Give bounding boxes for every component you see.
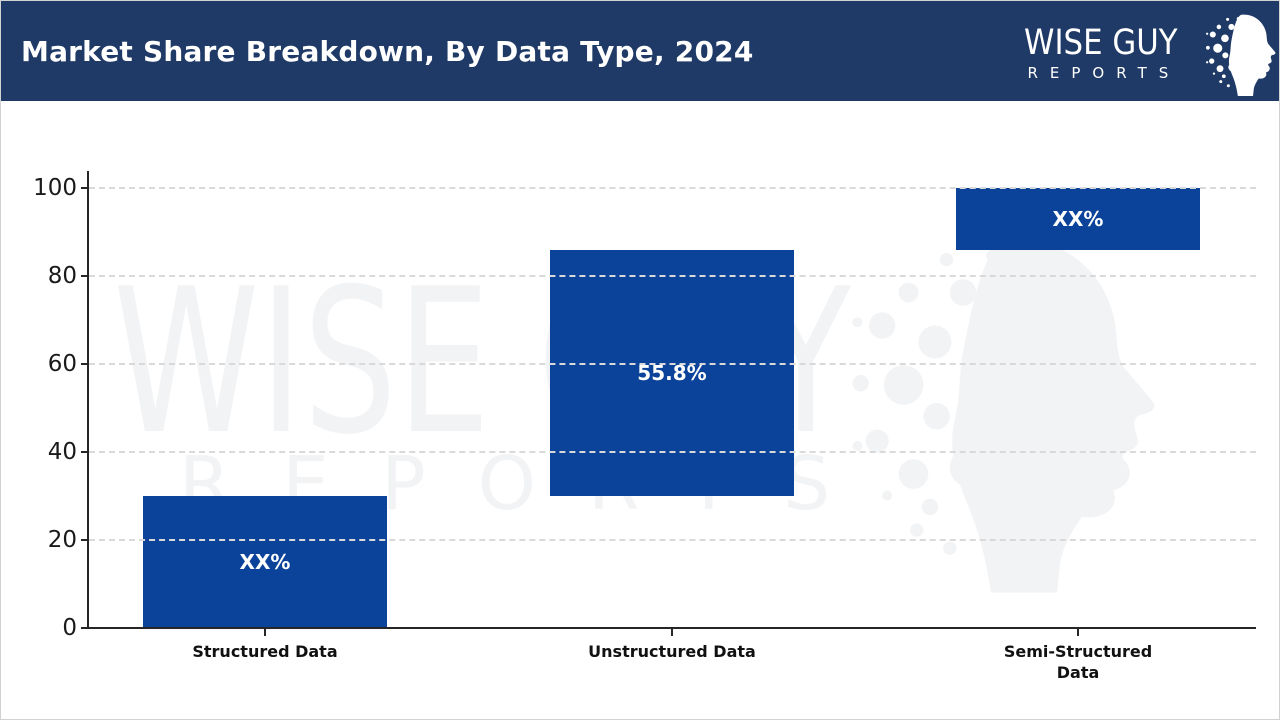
y-tick-label-40: 40 <box>47 439 77 465</box>
x-label-structured-data: Structured Data <box>192 642 338 661</box>
bar-semi-structured-data: XX% <box>956 188 1200 251</box>
y-tick-mark <box>81 275 88 277</box>
y-tick-label-100: 100 <box>33 175 77 201</box>
logo-reports-text: REPORTS <box>1027 64 1181 82</box>
y-tick-mark <box>81 627 88 629</box>
x-tick-mark <box>671 629 673 636</box>
y-tick-label-80: 80 <box>47 263 77 289</box>
y-tick-label-20: 20 <box>47 527 77 553</box>
logo-head-icon <box>1201 11 1277 96</box>
bar-value-label: XX% <box>1052 207 1104 232</box>
x-label-unstructured-data: Unstructured Data <box>588 642 756 661</box>
x-label-semi-structured-data: Semi-Structured Data <box>1003 642 1153 682</box>
bar-value-label: XX% <box>239 550 291 574</box>
x-tick-mark <box>1077 629 1079 636</box>
logo-wiseguy-text: WISE GUY <box>1024 23 1179 63</box>
y-axis-line <box>87 171 89 629</box>
y-tick-label-60: 60 <box>47 351 77 377</box>
x-axis-line <box>87 627 1256 629</box>
y-tick-label-0: 0 <box>62 615 77 641</box>
wise-guy-reports-logo: WISE GUY REPORTS <box>1024 9 1277 97</box>
watermark-head-icon <box>831 223 1161 593</box>
x-tick-mark <box>264 629 266 636</box>
gridline-40 <box>89 451 1256 453</box>
y-tick-mark <box>81 451 88 453</box>
gridline-60 <box>89 363 1256 365</box>
gridline-100 <box>89 187 1256 189</box>
bar-structured-data: XX% <box>143 496 387 628</box>
bar-unstructured-data: 55.8% <box>550 250 794 496</box>
header-band: Market Share Breakdown, By Data Type, 20… <box>1 1 1279 101</box>
y-tick-mark <box>81 187 88 189</box>
gridline-20 <box>89 539 1256 541</box>
y-tick-mark <box>81 539 88 541</box>
bar-value-label: 55.8% <box>637 361 707 386</box>
y-tick-mark <box>81 363 88 365</box>
chart-title: Market Share Breakdown, By Data Type, 20… <box>21 34 754 68</box>
gridline-80 <box>89 275 1256 277</box>
